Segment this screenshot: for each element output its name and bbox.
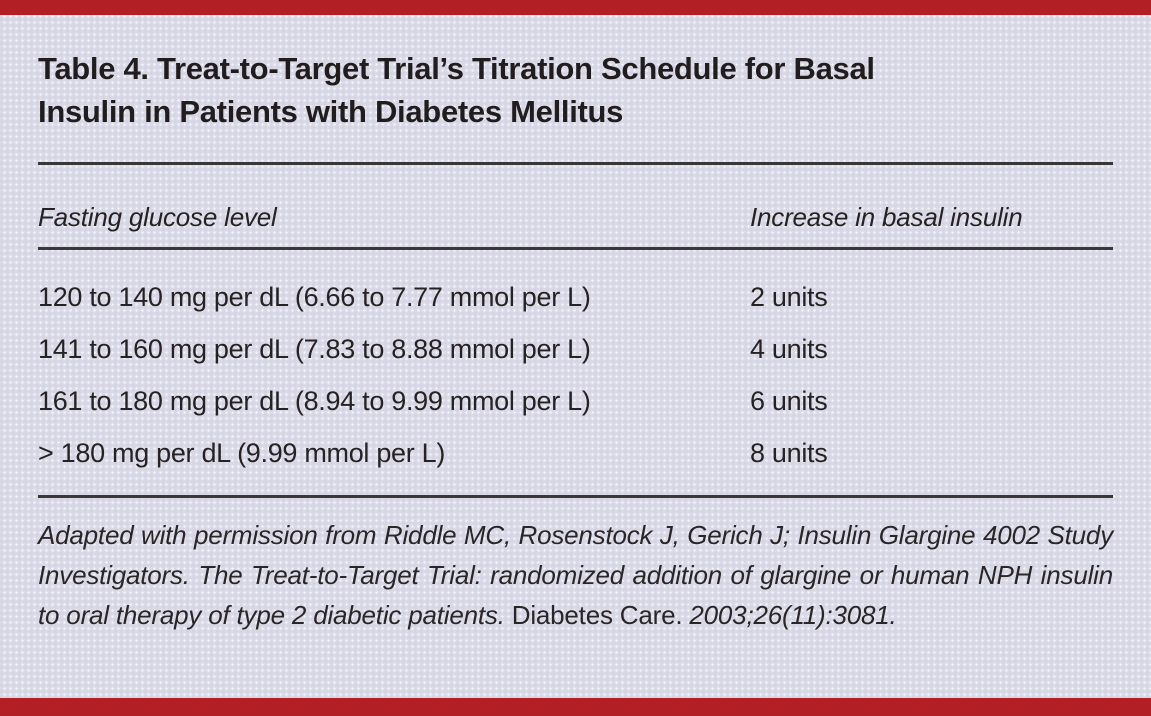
insulin-increase-value: 8 units	[750, 437, 828, 468]
column-header-fasting-glucose: Fasting glucose level	[38, 202, 277, 232]
footnote-citation-italic: Adapted with permission from Riddle MC, …	[38, 520, 1113, 630]
column-header-basal-insulin: Increase in basal insulin	[750, 202, 1023, 232]
footnote: Adapted with permission from Riddle MC, …	[38, 515, 1113, 635]
table-body: 120 to 140 mg per dL (6.66 to 7.77 mmol …	[38, 271, 1113, 479]
insulin-increase-value: 4 units	[750, 333, 828, 364]
title-divider	[38, 162, 1113, 165]
insulin-increase-value: 2 units	[750, 281, 828, 312]
glucose-range-value: 141 to 160 mg per dL (7.83 to 8.88 mmol …	[38, 333, 591, 364]
glucose-range-value: 161 to 180 mg per dL (8.94 to 9.99 mmol …	[38, 385, 591, 416]
footnote-citation-tail: 2003;26(11):3081.	[689, 600, 897, 630]
table-header-row: Fasting glucose level Increase in basal …	[38, 201, 1113, 233]
top-accent-bar	[0, 0, 1151, 15]
glucose-range-value: > 180 mg per dL (9.99 mmol per L)	[38, 437, 446, 468]
glucose-range-value: 120 to 140 mg per dL (6.66 to 7.77 mmol …	[38, 281, 591, 312]
table-title-line1: Table 4. Treat-to-Target Trial’s Titrati…	[38, 51, 875, 86]
table-row: > 180 mg per dL (9.99 mmol per L) 8 unit…	[38, 427, 1113, 479]
table-row: 120 to 140 mg per dL (6.66 to 7.77 mmol …	[38, 271, 1113, 323]
header-divider	[38, 247, 1113, 250]
table-row: 141 to 160 mg per dL (7.83 to 8.88 mmol …	[38, 323, 1113, 375]
bottom-accent-bar	[0, 698, 1151, 716]
table-title: Table 4. Treat-to-Target Trial’s Titrati…	[38, 47, 1113, 133]
table-figure: Table 4. Treat-to-Target Trial’s Titrati…	[0, 15, 1151, 635]
footnote-journal-name: Diabetes Care.	[511, 600, 690, 630]
table-row: 161 to 180 mg per dL (8.94 to 9.99 mmol …	[38, 375, 1113, 427]
insulin-increase-value: 6 units	[750, 385, 828, 416]
table-title-line2: Insulin in Patients with Diabetes Mellit…	[38, 94, 624, 129]
footnote-divider	[38, 495, 1113, 498]
